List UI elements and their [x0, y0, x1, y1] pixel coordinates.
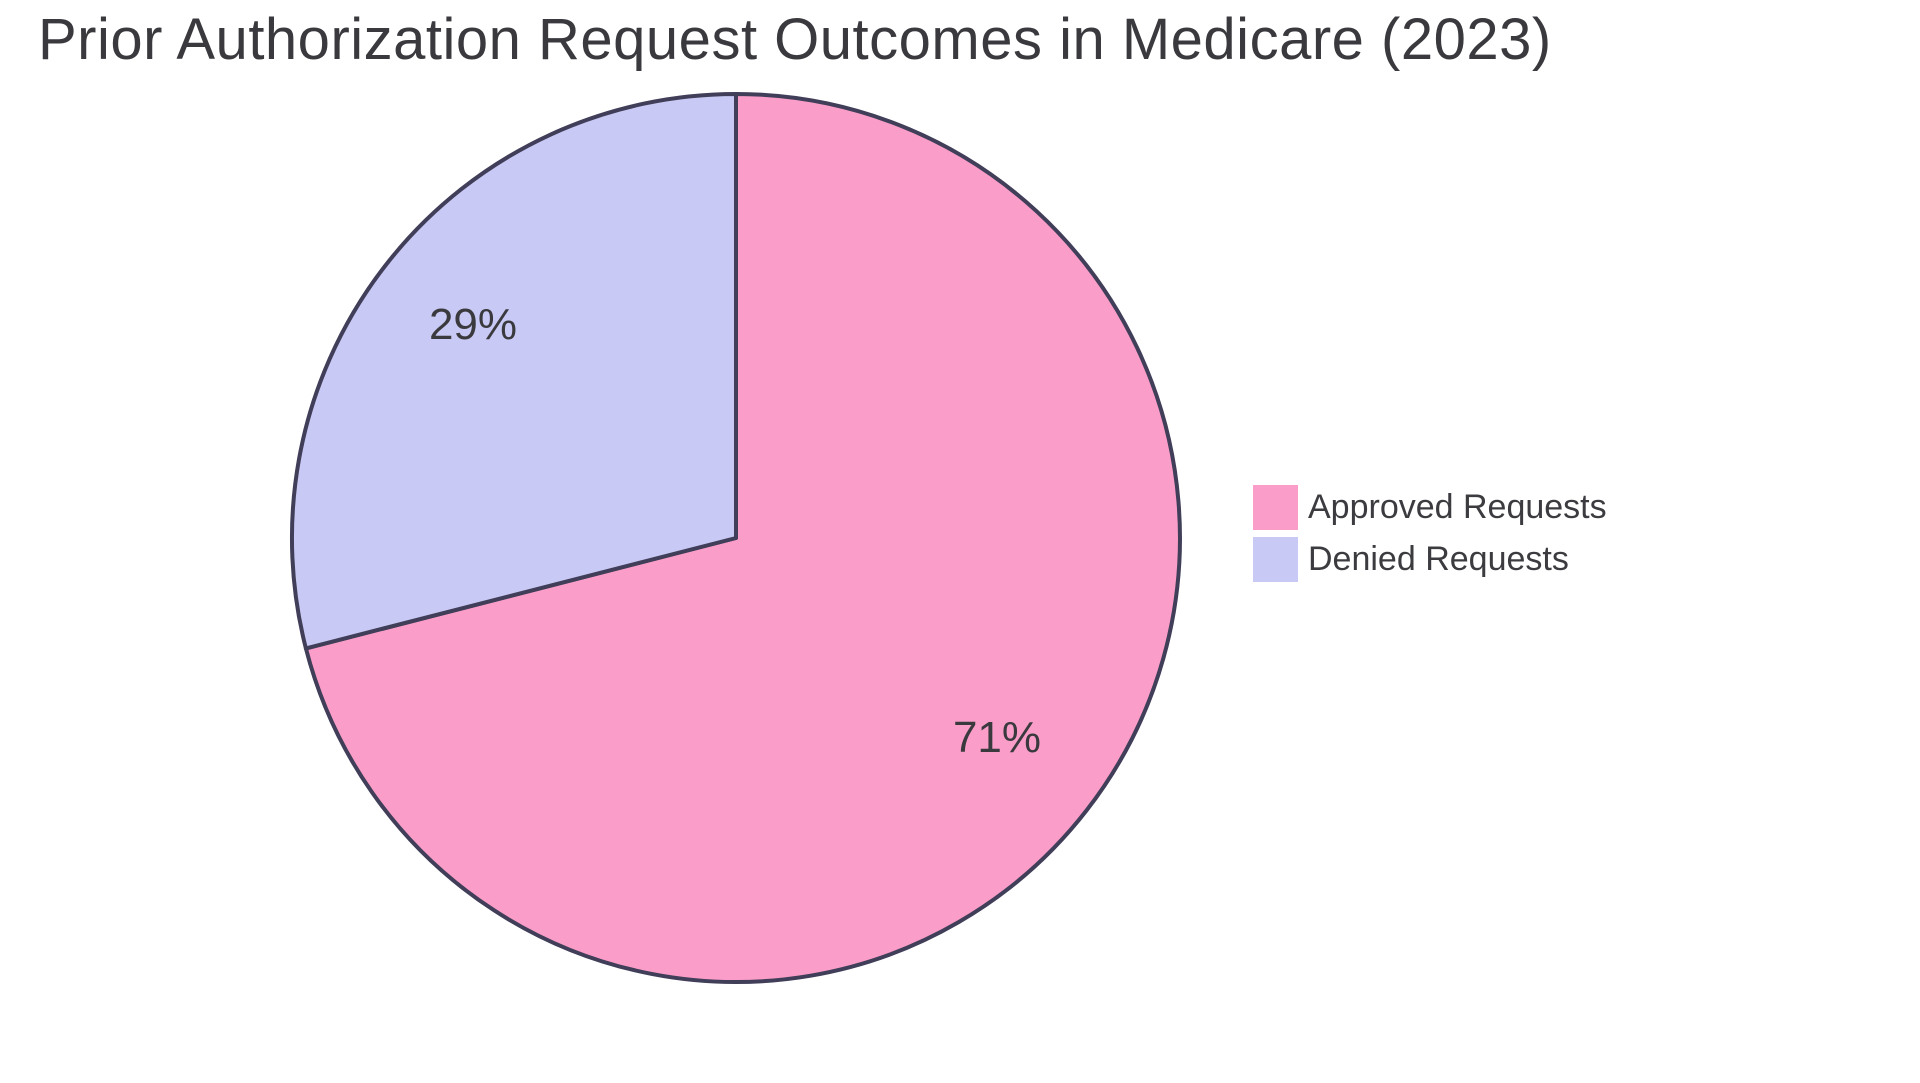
legend-label-denied: Denied Requests — [1308, 540, 1569, 578]
pie-slice-denied-requests[interactable] — [290, 92, 738, 651]
legend-item-denied-requests[interactable]: Denied Requests — [1253, 537, 1607, 582]
pie-slices — [290, 92, 1182, 984]
slice-label-denied: 29% — [429, 300, 517, 349]
legend-swatch-approved-icon — [1253, 485, 1298, 530]
chart-title: Prior Authorization Request Outcomes in … — [38, 7, 1552, 72]
pie-slice-approved-requests[interactable] — [303, 92, 1182, 984]
legend-swatch-denied-icon — [1253, 537, 1298, 582]
legend: Approved Requests Denied Requests — [1253, 485, 1607, 589]
legend-label-approved: Approved Requests — [1308, 488, 1607, 526]
slice-label-approved: 71% — [953, 713, 1041, 762]
legend-item-approved-requests[interactable]: Approved Requests — [1253, 485, 1607, 530]
